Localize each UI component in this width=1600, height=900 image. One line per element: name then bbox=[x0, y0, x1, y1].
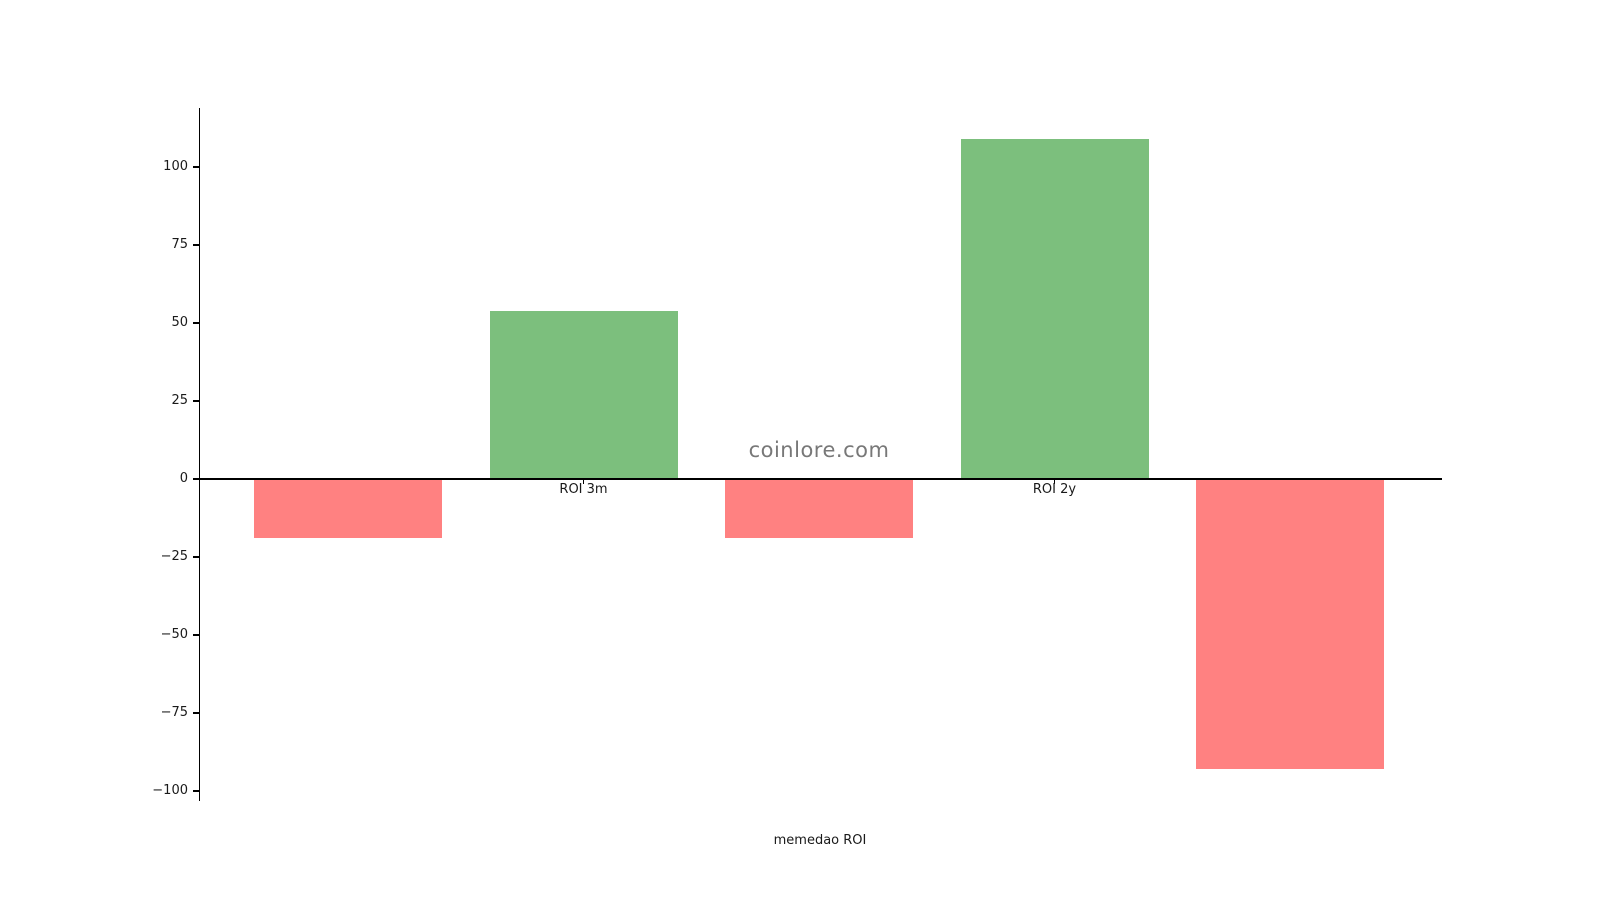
bar-slot-4 bbox=[1196, 479, 1384, 770]
y-axis-line bbox=[198, 108, 200, 801]
chart-xlabel: memedao ROI bbox=[773, 833, 867, 848]
y-tick-mark bbox=[193, 478, 199, 480]
bar-ROI 2y bbox=[960, 138, 1149, 479]
y-tick-mark bbox=[193, 400, 199, 402]
bar-slot-2 bbox=[725, 479, 913, 539]
y-tick-mark bbox=[193, 244, 199, 246]
y-tick-mark bbox=[193, 166, 199, 168]
y-tick-label: −25 bbox=[160, 549, 188, 564]
y-tick-label: −100 bbox=[152, 783, 188, 798]
y-tick-mark bbox=[193, 556, 199, 558]
bar-ROI 3m bbox=[489, 310, 678, 479]
bar-slot-0 bbox=[254, 479, 442, 539]
x-axis-zero-line bbox=[198, 478, 1442, 480]
y-tick-mark bbox=[193, 322, 199, 324]
y-tick-mark bbox=[193, 790, 199, 792]
x-tick-label: ROI 2y bbox=[1032, 482, 1077, 497]
y-tick-label: 50 bbox=[171, 315, 188, 330]
watermark-text: coinlore.com bbox=[748, 438, 890, 462]
y-tick-label: 25 bbox=[171, 393, 188, 408]
y-tick-mark bbox=[193, 634, 199, 636]
x-tick-mark bbox=[582, 479, 585, 484]
y-tick-label: −50 bbox=[160, 627, 188, 642]
y-tick-label: 0 bbox=[179, 471, 188, 486]
y-tick-label: 100 bbox=[163, 159, 188, 174]
x-tick-label: ROI 3m bbox=[559, 482, 608, 497]
y-tick-label: 75 bbox=[171, 237, 188, 252]
y-tick-label: −75 bbox=[160, 705, 188, 720]
x-tick-mark bbox=[1053, 479, 1056, 484]
y-tick-mark bbox=[193, 712, 199, 714]
